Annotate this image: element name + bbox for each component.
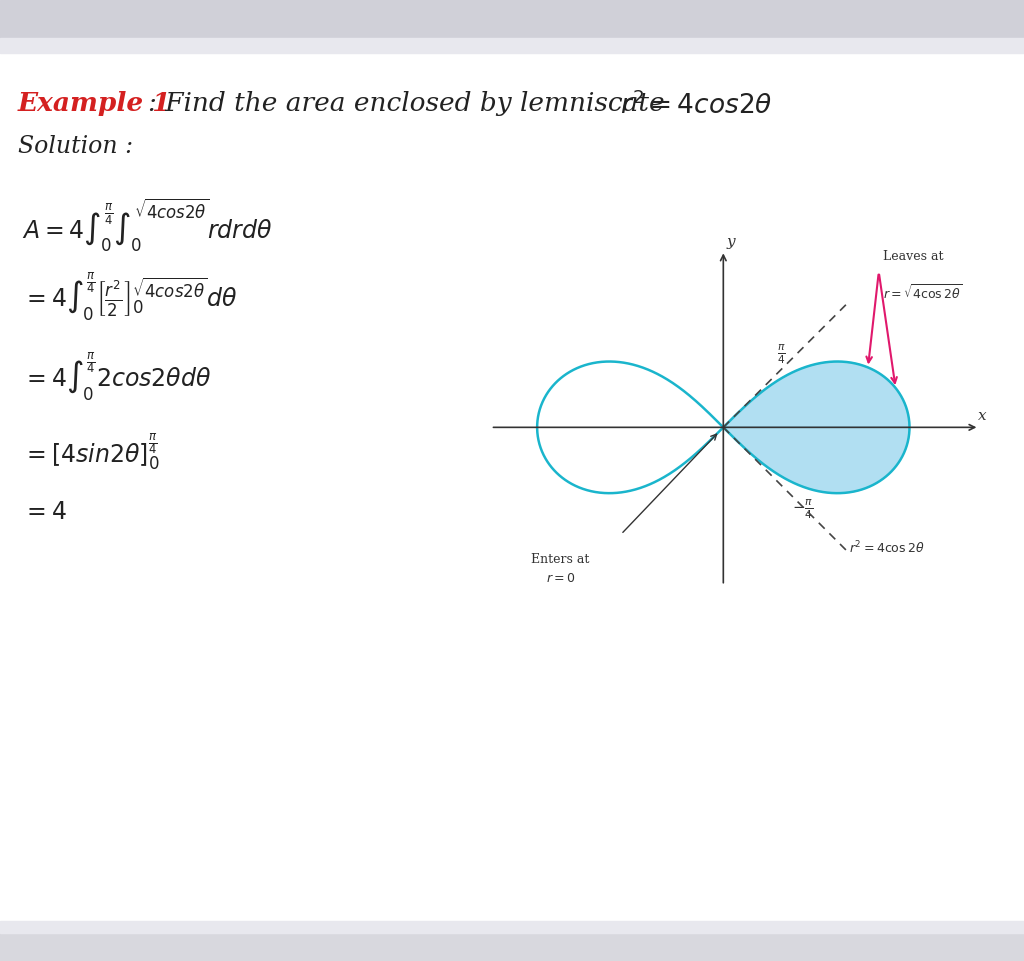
Text: Solution :: Solution : [18,135,133,158]
Text: Enters at: Enters at [531,553,590,566]
Text: $= 4\int_0^{\frac{\pi}{4}} 2cos2\theta d\theta$: $= 4\int_0^{\frac{\pi}{4}} 2cos2\theta d… [22,351,211,404]
Text: $= 4$: $= 4$ [22,501,67,524]
Text: $A = 4\int_0^{\frac{\pi}{4}}\int_0^{\sqrt{4cos2\theta}} rdrd\theta$: $A = 4\int_0^{\frac{\pi}{4}}\int_0^{\sqr… [22,196,272,254]
Bar [0,38,1024,53]
Text: $-\frac{\pi}{4}$: $-\frac{\pi}{4}$ [792,498,813,521]
Text: $= [4sin2\theta]_0^{\frac{\pi}{4}}$: $= [4sin2\theta]_0^{\frac{\pi}{4}}$ [22,431,160,472]
Text: $r = 0$: $r = 0$ [546,572,575,584]
Polygon shape [723,361,909,493]
Text: y: y [726,234,735,249]
Text: Example 1: Example 1 [18,91,172,116]
Text: x: x [978,408,986,423]
Text: $\frac{\pi}{4}$: $\frac{\pi}{4}$ [776,343,785,366]
Text: $r^2 = 4\cos 2\theta$: $r^2 = 4\cos 2\theta$ [849,540,925,556]
Bar [0,921,1024,933]
Bar [0,0,1024,41]
Text: $r^2 = 4cos2\theta$: $r^2 = 4cos2\theta$ [620,91,772,119]
Text: : Find the area enclosed by lemniscate: : Find the area enclosed by lemniscate [148,91,673,116]
Text: Leaves at: Leaves at [884,250,944,262]
Text: $r = \sqrt{4\cos 2\theta}$: $r = \sqrt{4\cos 2\theta}$ [884,283,963,302]
Bar [0,931,1024,961]
Text: $= 4\int_0^{\frac{\pi}{4}}\left[\frac{r^2}{2}\right]_0^{\sqrt{4cos2\theta}} d\th: $= 4\int_0^{\frac{\pi}{4}}\left[\frac{r^… [22,271,237,324]
